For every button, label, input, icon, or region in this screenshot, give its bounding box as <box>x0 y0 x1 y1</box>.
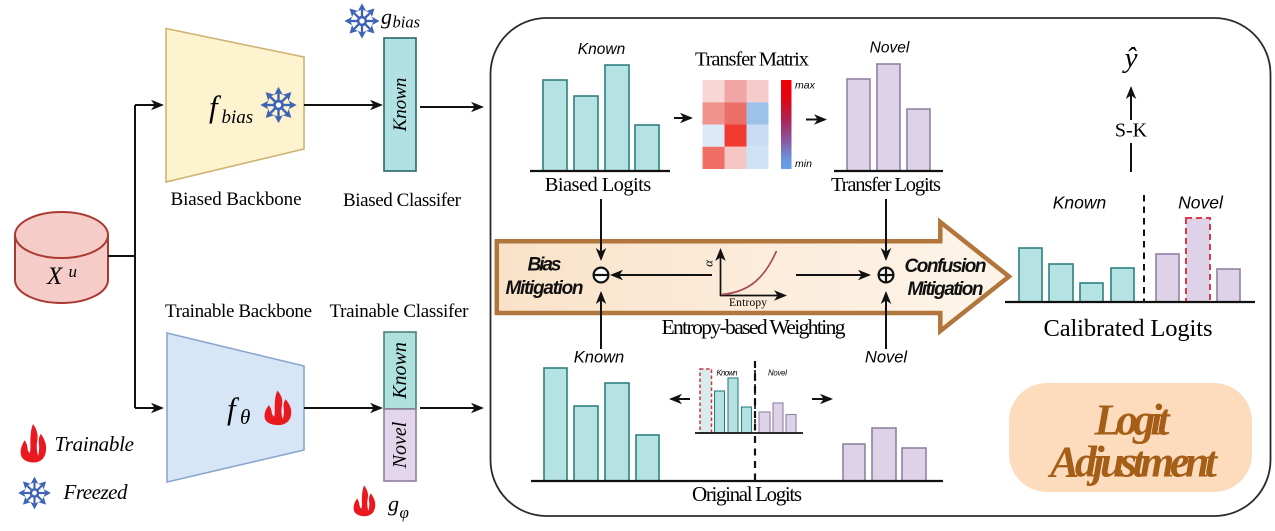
svg-text:Mitigation: Mitigation <box>506 278 584 299</box>
svg-text:min: min <box>795 158 812 170</box>
svg-text:Known: Known <box>389 342 411 400</box>
svg-text:X: X <box>46 263 64 290</box>
svg-text:Known: Known <box>578 41 625 58</box>
svg-text:Known: Known <box>390 78 411 133</box>
svg-text:bias: bias <box>393 13 421 32</box>
svg-text:Novel: Novel <box>768 369 787 378</box>
svg-text:Freezed: Freezed <box>63 480 129 504</box>
svg-text:g: g <box>388 491 399 516</box>
svg-text:θ: θ <box>240 405 250 429</box>
svg-text:u: u <box>69 262 78 281</box>
svg-text:Confusion: Confusion <box>905 256 987 277</box>
svg-text:bias: bias <box>222 107 254 128</box>
svg-text:Original Logits: Original Logits <box>692 482 802 506</box>
svg-text:Trainable Classifer: Trainable Classifer <box>330 301 470 322</box>
svg-text:Known: Known <box>1053 193 1107 213</box>
svg-text:Bias: Bias <box>528 255 562 276</box>
svg-text:Transfer Logits: Transfer Logits <box>831 174 941 196</box>
svg-text:Known: Known <box>717 369 738 378</box>
svg-text:Novel: Novel <box>1178 193 1224 213</box>
svg-text:max: max <box>795 80 816 92</box>
svg-text:Biased Classifer: Biased Classifer <box>343 190 462 211</box>
svg-text:Trainable: Trainable <box>55 432 135 456</box>
svg-text:Adjustment: Adjustment <box>1047 438 1219 487</box>
svg-text:S-K: S-K <box>1115 120 1148 142</box>
svg-text:Biased Backbone: Biased Backbone <box>171 189 302 210</box>
svg-text:Known: Known <box>574 349 624 367</box>
svg-text:Transfer Matrix: Transfer Matrix <box>695 49 809 71</box>
svg-text:Calibrated Logits: Calibrated Logits <box>1044 315 1213 342</box>
svg-text:Trainable Backbone: Trainable Backbone <box>165 301 312 322</box>
svg-text:Logit: Logit <box>1094 396 1172 445</box>
svg-text:ŷ: ŷ <box>1122 42 1138 74</box>
svg-text:Entropy-based Weighting: Entropy-based Weighting <box>662 315 846 339</box>
svg-text:g: g <box>381 4 392 29</box>
svg-text:Novel: Novel <box>865 349 909 367</box>
svg-text:Mitigation: Mitigation <box>908 279 984 300</box>
svg-text:Entropy: Entropy <box>729 297 767 309</box>
svg-text:Biased Logits: Biased Logits <box>545 174 652 196</box>
svg-text:φ: φ <box>400 503 409 522</box>
svg-text:α: α <box>701 259 716 267</box>
svg-text:Novel: Novel <box>870 40 910 57</box>
svg-text:Novel: Novel <box>389 421 411 469</box>
